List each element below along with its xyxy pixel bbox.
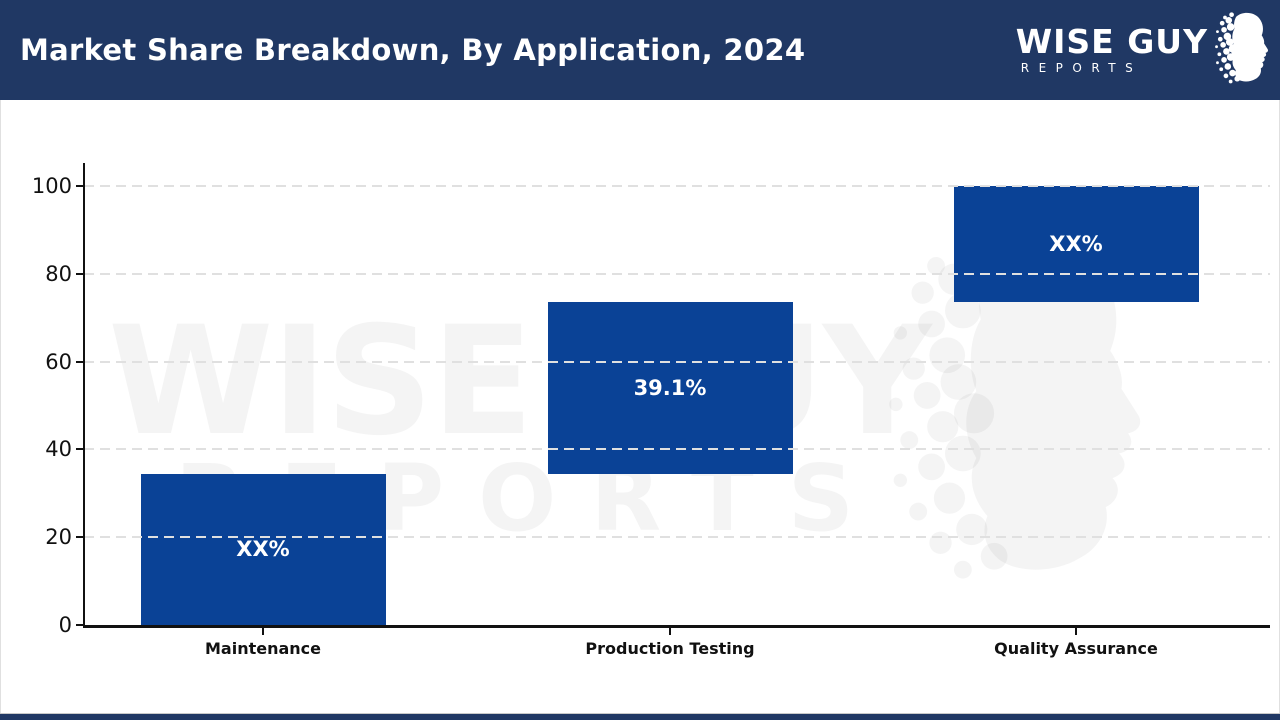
- wiseguy-logo-text: WISE GUY REPORTS: [1016, 25, 1208, 75]
- wiseguy-face-icon: [1212, 10, 1270, 90]
- logo-brand-subtitle: REPORTS: [1020, 60, 1143, 75]
- bar-segment: [140, 473, 386, 625]
- y-tick-label-60: 60: [45, 349, 72, 374]
- bar-value-label: 39.1%: [633, 375, 707, 400]
- y-tick-0: [76, 624, 84, 626]
- y-tick-label-0: 0: [58, 613, 72, 637]
- bar-value-label: XX%: [236, 537, 290, 562]
- x-tick: [1075, 628, 1077, 635]
- y-tick-label-40: 40: [45, 437, 72, 462]
- gridline-40: [84, 448, 1270, 451]
- logo-brand-name: WISE GUY: [1015, 22, 1208, 62]
- y-tick-60: [76, 360, 84, 363]
- x-tick: [262, 628, 264, 635]
- x-tick: [669, 628, 671, 635]
- bar-value-label: XX%: [1049, 231, 1103, 256]
- wiseguy-logo: WISE GUY REPORTS: [1016, 8, 1270, 92]
- gridline-20: [84, 536, 1270, 539]
- page-title: Market Share Breakdown, By Application, …: [20, 33, 806, 67]
- y-tick-label-20: 20: [45, 525, 72, 550]
- left-border: [0, 100, 1, 713]
- gridline-60: [84, 360, 1270, 363]
- category-label: Quality Assurance: [994, 639, 1158, 658]
- category-label: Production Testing: [585, 639, 755, 658]
- category-label: Maintenance: [204, 639, 321, 658]
- y-tick-40: [76, 448, 84, 451]
- gridline-100: [84, 185, 1270, 187]
- y-tick-label-80: 80: [45, 261, 72, 286]
- y-tick-80: [76, 272, 84, 275]
- header-bar: Market Share Breakdown, By Application, …: [0, 0, 1280, 100]
- bar-segment: [547, 301, 793, 474]
- gridline-80: [84, 272, 1270, 275]
- footer-bar: [0, 713, 1280, 720]
- x-axis-line: [83, 625, 1270, 628]
- y-tick-label-100: 100: [31, 174, 72, 198]
- y-axis-line: [83, 163, 85, 627]
- y-tick-20: [76, 536, 84, 539]
- y-tick-100: [76, 185, 84, 187]
